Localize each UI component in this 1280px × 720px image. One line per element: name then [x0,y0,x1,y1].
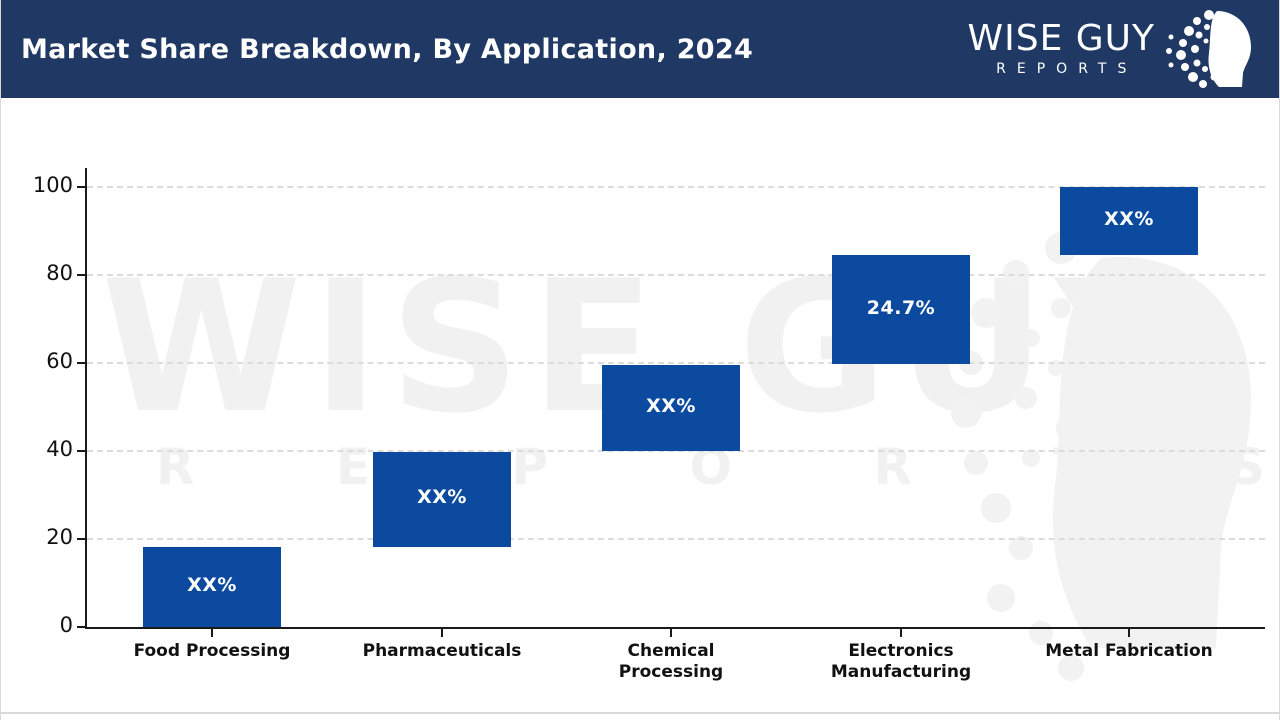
y-axis-tick [77,450,85,452]
x-category-label-metal-fabrication: Metal Fabrication [1045,641,1213,661]
bar-value-label-metal-fabrication: XX% [1104,208,1154,231]
chart-title: Market Share Breakdown, By Application, … [21,33,754,65]
logo-head-profile-icon [1166,10,1251,88]
y-axis-line [85,168,87,629]
x-axis-tick [670,629,672,637]
watermark-head-profile-icon [951,232,1251,681]
y-axis-tick [77,362,85,364]
wiseguy-logo: WISE GUY REPORTS [968,7,1256,91]
x-axis-tick [211,629,213,637]
x-axis-tick [441,629,443,637]
gridline-40 [87,450,1265,452]
y-axis-tick [77,626,85,628]
y-axis-tick [77,186,85,188]
bar-food-processing [143,546,281,627]
x-axis-line [85,627,1265,629]
bar-chemical-processing [602,365,740,451]
header-bar: Market Share Breakdown, By Application, … [1,0,1279,98]
bar-metal-fabrication [1060,187,1198,256]
bar-pharmaceuticals [373,451,511,547]
y-tick-label-100: 100 [32,173,73,197]
x-category-label-electronics-manufacturing: Electronics Manufacturing [830,641,972,683]
gridline-60 [87,362,1265,364]
logo-subtext: REPORTS [996,61,1138,77]
y-tick-label-60: 60 [46,349,73,373]
bar-value-label-food-processing: XX% [187,573,237,596]
y-axis-tick [77,538,85,540]
x-category-label-pharmaceuticals: Pharmaceuticals [362,641,522,661]
x-axis-tick [1128,629,1130,637]
x-category-label-chemical-processing: Chemical Processing [618,641,724,683]
bar-value-label-chemical-processing: XX% [646,395,696,418]
bar-value-label-electronics-manufacturing: 24.7% [866,296,936,319]
y-tick-label-80: 80 [46,261,73,285]
y-tick-label-0: 0 [59,613,73,637]
y-tick-label-20: 20 [46,525,73,549]
gridline-100 [87,186,1265,188]
y-axis-tick [77,274,85,276]
y-tick-label-40: 40 [46,437,73,461]
logo-text: WISE GUY REPORTS [967,18,1156,78]
x-category-label-food-processing: Food Processing [133,641,291,661]
logo-wordmark: WISE GUY [967,18,1155,59]
gridline-80 [87,274,1265,276]
x-axis-tick [900,629,902,637]
chart-canvas: WISE GUY R E P O R T S 0 20 40 60 80 100 XX% Fo… [1,98,1279,720]
gridline-20 [87,538,1265,540]
bar-value-label-pharmaceuticals: XX% [417,486,467,509]
bar-electronics-manufacturing [832,255,970,364]
